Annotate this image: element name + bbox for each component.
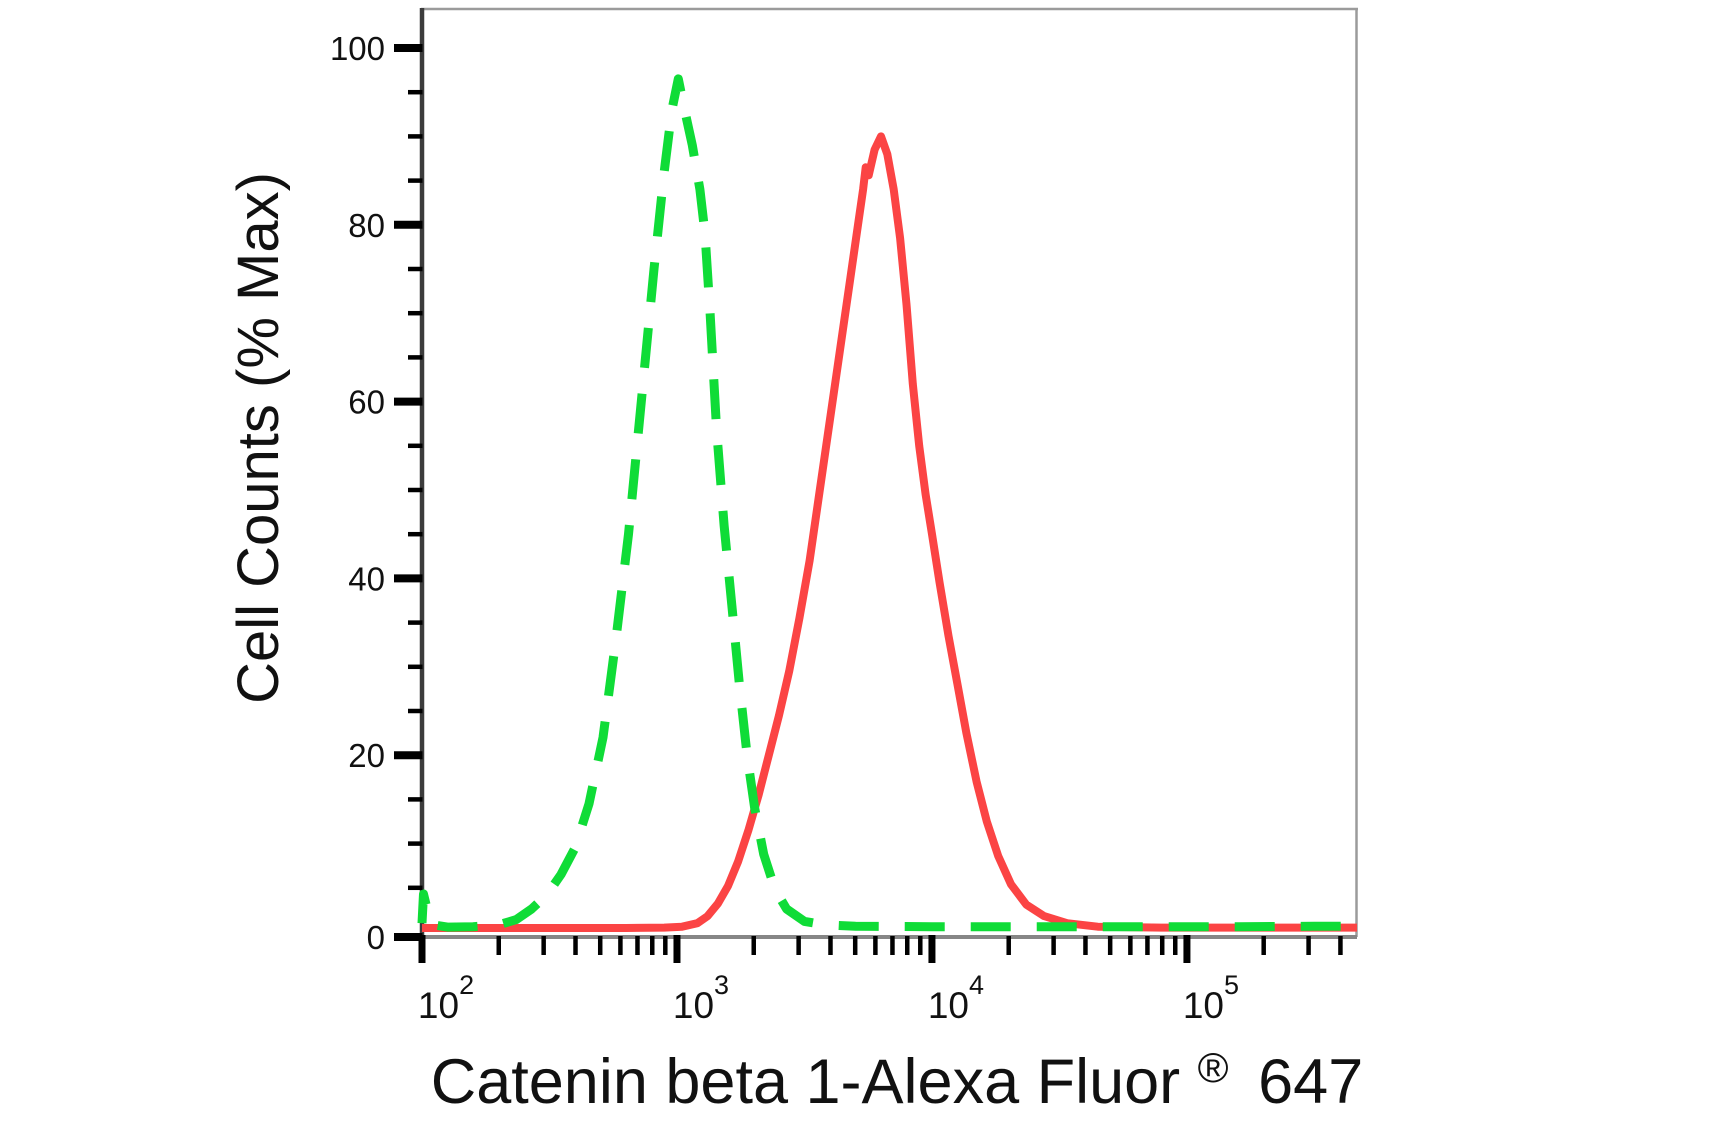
y-tick-label: 20 xyxy=(348,737,385,774)
y-tick-label: 60 xyxy=(348,384,385,421)
axis-ticks xyxy=(394,44,1343,963)
y-tick-label: 80 xyxy=(348,207,385,244)
y-tick-label: 0 xyxy=(367,919,385,956)
x-tick-label: 103 xyxy=(673,970,729,1026)
x-tick-label: 104 xyxy=(928,970,984,1026)
x-axis-title: Catenin beta 1-Alexa Fluor ® 647 xyxy=(431,1026,1364,1117)
x-axis-title-text: Catenin beta 1-Alexa Fluor xyxy=(431,1047,1180,1117)
y-axis-title: Cell Counts (% Max) xyxy=(226,172,291,704)
x-tick-label: 102 xyxy=(418,970,474,1026)
curve-red-solid-stained xyxy=(422,132,1357,932)
x-axis-title-suffix: 647 xyxy=(1258,1047,1363,1117)
curve-green-dashed-control xyxy=(417,74,1357,932)
y-tick-label: 40 xyxy=(348,560,385,597)
registered-trademark-symbol: ® xyxy=(1198,1044,1229,1091)
x-tick-label: 105 xyxy=(1183,970,1239,1026)
y-tick-label: 100 xyxy=(330,30,385,67)
histogram-curves xyxy=(417,74,1357,932)
axis-tick-labels: 102 103 104 105 0 20 40 60 80 100 xyxy=(330,30,1239,1026)
